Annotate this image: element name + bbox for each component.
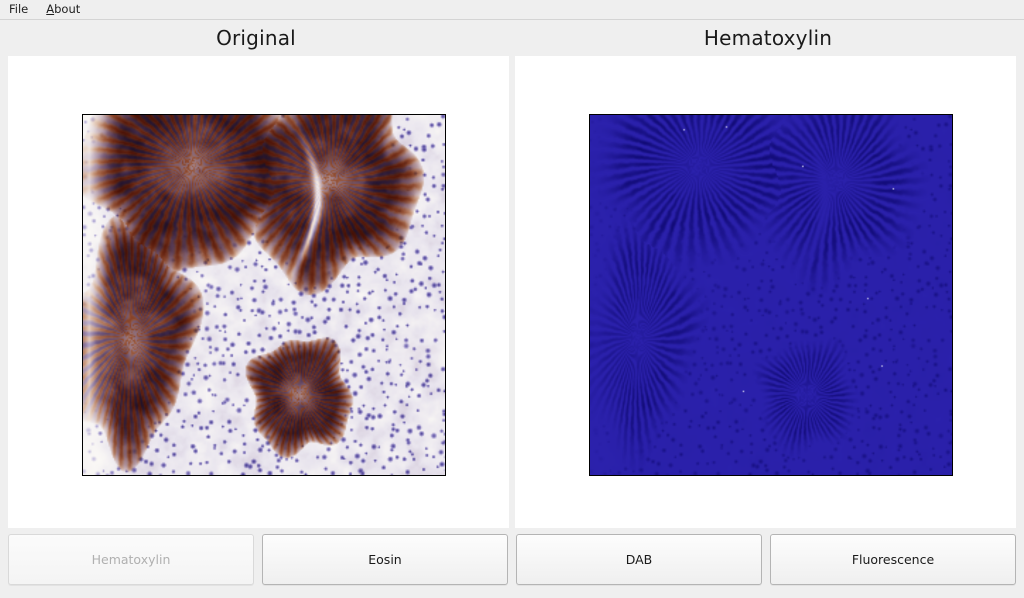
stain-button-bar: Hematoxylin Eosin DAB Fluorescence (0, 528, 1024, 598)
menu-bar: File About (0, 0, 1024, 20)
menu-item-file[interactable]: File (9, 2, 29, 16)
panel-titles-row: Original Hematoxylin (0, 20, 1024, 56)
x-tick-mark (437, 475, 438, 476)
x-tick-mark (295, 475, 296, 476)
menu-item-about[interactable]: About (46, 0, 89, 19)
x-tick-mark (224, 475, 225, 476)
panel-original: 01002003004005000100200300400500 (8, 56, 509, 528)
x-tick-mark (661, 475, 662, 476)
x-tick-mark (802, 475, 803, 476)
x-tick-mark (154, 475, 155, 476)
x-tick-mark (83, 475, 84, 476)
x-tick-mark (731, 475, 732, 476)
axes-original: 01002003004005000100200300400500 (82, 114, 446, 476)
panel-hematoxylin: 01002003004005000100200300400500 (515, 56, 1016, 528)
panel-title-original: Original (216, 26, 296, 50)
button-eosin[interactable]: Eosin (262, 533, 508, 585)
x-tick-mark (944, 475, 945, 476)
x-tick-mark (590, 475, 591, 476)
menu-item-about-rest: bout (54, 2, 81, 16)
button-hematoxylin[interactable]: Hematoxylin (8, 533, 254, 585)
image-original (83, 115, 445, 475)
panel-title-hematoxylin: Hematoxylin (703, 26, 833, 50)
x-tick-mark (873, 475, 874, 476)
menu-item-about-mnemonic: A (46, 2, 55, 16)
plot-panels: 01002003004005000100200300400500 0100200… (0, 56, 1024, 528)
image-hematoxylin (590, 115, 952, 475)
x-tick-mark (366, 475, 367, 476)
button-dab[interactable]: DAB (516, 533, 762, 585)
axes-hematoxylin: 01002003004005000100200300400500 (589, 114, 953, 476)
button-fluorescence[interactable]: Fluorescence (770, 533, 1016, 585)
